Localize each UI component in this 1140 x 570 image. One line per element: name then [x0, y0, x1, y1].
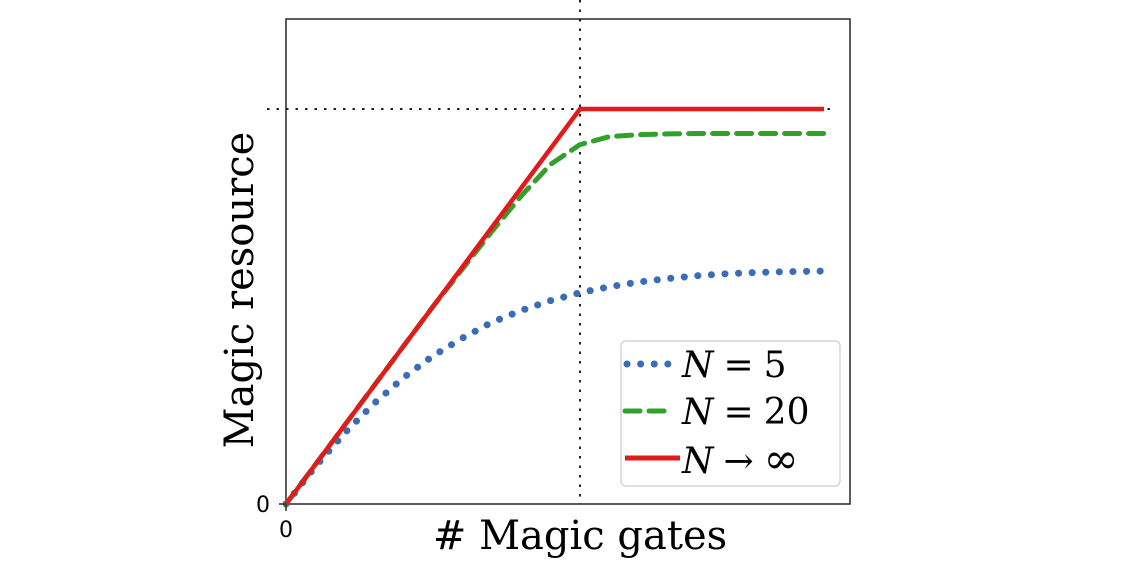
legend-label-ninf: N → ∞ — [681, 434, 799, 483]
series-line-solid — [284, 106, 824, 506]
plot-frame — [285, 18, 851, 505]
x-axis-label: # Magic gates — [433, 513, 727, 559]
legend-frame — [620, 340, 841, 487]
legend-label-n5: N = 5 — [681, 345, 787, 386]
x-tick-label-zero: 0 — [279, 518, 293, 543]
legend-label-n20: N = 20 — [681, 392, 809, 433]
series-layer — [282, 106, 828, 508]
series-line-dotted — [282, 267, 828, 508]
legend-item-ninf: N → ∞ — [625, 434, 799, 483]
legend-item-n20: N = 20 — [622, 392, 809, 433]
legend: N = 5 N = 20 N → ∞ — [620, 340, 841, 487]
y-tick-label-zero: 0 — [256, 493, 270, 518]
legend-item-n5: N = 5 — [623, 345, 787, 386]
y-axis-label: Magic resource — [217, 132, 263, 449]
